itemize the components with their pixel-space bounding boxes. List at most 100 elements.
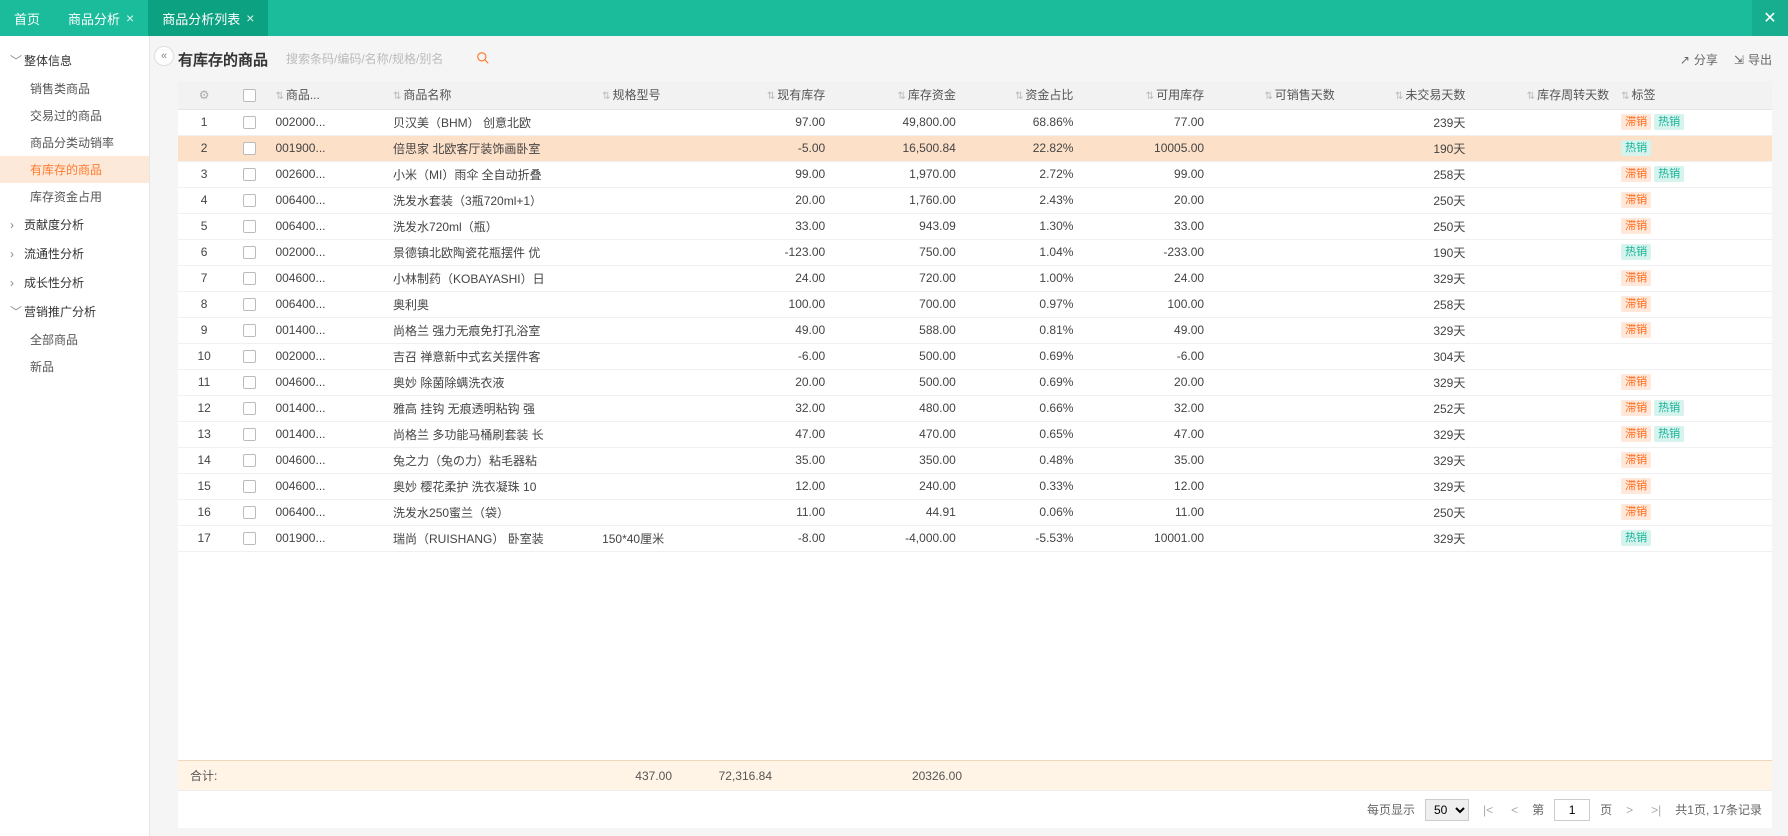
tab-2[interactable]: 商品分析列表× xyxy=(148,0,268,36)
cell xyxy=(1471,291,1615,317)
share-button[interactable]: ↗ 分享 xyxy=(1680,51,1718,68)
first-page-button[interactable]: |< xyxy=(1479,803,1497,817)
table-row[interactable]: 3002600...小米（MI）雨伞 全自动折叠99.001,970.002.7… xyxy=(178,161,1772,187)
collapse-sidebar-button[interactable]: « xyxy=(154,46,174,66)
table-row[interactable]: 11004600...奥妙 除菌除螨洗衣液20.00500.000.69%20.… xyxy=(178,369,1772,395)
cell: 47.00 xyxy=(714,421,832,447)
tab-1[interactable]: 商品分析 × xyxy=(54,0,148,36)
row-checkbox[interactable] xyxy=(243,506,256,519)
row-checkbox[interactable] xyxy=(243,402,256,415)
table-row[interactable]: 10002000...吉召 禅意新中式玄关摆件客-6.00500.000.69%… xyxy=(178,343,1772,369)
row-checkbox[interactable] xyxy=(243,142,256,155)
row-checkbox[interactable] xyxy=(243,168,256,181)
per-page-select[interactable]: 50 xyxy=(1425,799,1469,821)
sidebar-item-4-1[interactable]: 新品 xyxy=(0,353,149,380)
cell xyxy=(230,473,269,499)
search-icon[interactable] xyxy=(476,51,490,68)
sort-icon: ⇅ xyxy=(1621,91,1629,102)
table-row[interactable]: 17001900...瑞尚（RUISHANG） 卧室装150*40厘米-8.00… xyxy=(178,525,1772,551)
table-row[interactable]: 6002000...景德镇北欧陶瓷花瓶摆件 优-123.00750.001.04… xyxy=(178,239,1772,265)
table-row[interactable]: 16006400...洗发水250蜜兰（袋）11.0044.910.06%11.… xyxy=(178,499,1772,525)
cell: 700.00 xyxy=(831,291,962,317)
cell: -233.00 xyxy=(1079,239,1210,265)
row-checkbox[interactable] xyxy=(243,350,256,363)
table-row[interactable]: 5006400...洗发水720ml（瓶）33.00943.091.30%33.… xyxy=(178,213,1772,239)
table-row[interactable]: 7004600...小林制药（KOBAYASHI）日24.00720.001.0… xyxy=(178,265,1772,291)
cell xyxy=(596,265,714,291)
row-checkbox[interactable] xyxy=(243,532,256,545)
cell: -123.00 xyxy=(714,239,832,265)
row-checkbox[interactable] xyxy=(243,376,256,389)
column-header-1[interactable] xyxy=(230,81,269,109)
cell: 20.00 xyxy=(1079,187,1210,213)
row-checkbox[interactable] xyxy=(243,454,256,467)
row-checkbox[interactable] xyxy=(243,480,256,493)
row-checkbox[interactable] xyxy=(243,220,256,233)
close-icon[interactable]: × xyxy=(126,10,134,26)
cell: 1.30% xyxy=(962,213,1080,239)
sidebar-item-0-3[interactable]: 有库存的商品 xyxy=(0,156,149,183)
select-all-checkbox[interactable] xyxy=(243,89,256,102)
sidebar-item-4-0[interactable]: 全部商品 xyxy=(0,326,149,353)
sidebar-group-2[interactable]: ›流通性分析 xyxy=(0,239,149,268)
gear-icon[interactable]: ⚙ xyxy=(199,88,210,102)
search-input[interactable] xyxy=(284,48,464,71)
column-header-3[interactable]: ⇅商品名称 xyxy=(387,81,596,109)
column-header-10[interactable]: ⇅未交易天数 xyxy=(1341,81,1472,109)
table-row[interactable]: 9001400...尚格兰 强力无痕免打孔浴室49.00588.000.81%4… xyxy=(178,317,1772,343)
table-row[interactable]: 14004600...兔之力（兔の力）粘毛器粘35.00350.000.48%3… xyxy=(178,447,1772,473)
page-input[interactable] xyxy=(1554,799,1590,821)
sidebar-group-4[interactable]: ﹀营销推广分析 xyxy=(0,297,149,326)
sidebar-group-0[interactable]: ﹀整体信息 xyxy=(0,46,149,75)
column-header-12[interactable]: ⇅标签 xyxy=(1615,81,1772,109)
tab-0[interactable]: 首页 xyxy=(0,0,54,36)
column-header-5[interactable]: ⇅现有库存 xyxy=(714,81,832,109)
column-header-8[interactable]: ⇅可用库存 xyxy=(1079,81,1210,109)
cell xyxy=(1210,473,1341,499)
sidebar-item-0-1[interactable]: 交易过的商品 xyxy=(0,102,149,129)
row-checkbox[interactable] xyxy=(243,298,256,311)
export-button[interactable]: ⇲ 导出 xyxy=(1734,51,1772,68)
close-all-tabs-button[interactable]: ✕ xyxy=(1752,0,1788,36)
cell xyxy=(1210,135,1341,161)
row-checkbox[interactable] xyxy=(243,116,256,129)
column-header-9[interactable]: ⇅可销售天数 xyxy=(1210,81,1341,109)
next-page-button[interactable]: > xyxy=(1622,803,1637,817)
table-row[interactable]: 12001400...雅高 挂钩 无痕透明粘钩 强32.00480.000.66… xyxy=(178,395,1772,421)
column-header-6[interactable]: ⇅库存资金 xyxy=(831,81,962,109)
column-header-4[interactable]: ⇅规格型号 xyxy=(596,81,714,109)
tab-label: 商品分析 xyxy=(68,9,120,28)
column-header-0[interactable]: ⚙ xyxy=(178,81,230,109)
cell: 49.00 xyxy=(714,317,832,343)
column-header-7[interactable]: ⇅资金占比 xyxy=(962,81,1080,109)
cell: 002000... xyxy=(269,109,387,135)
cell xyxy=(230,109,269,135)
sidebar-item-0-4[interactable]: 库存资金占用 xyxy=(0,183,149,210)
column-header-11[interactable]: ⇅库存周转天数 xyxy=(1471,81,1615,109)
tag: 滞销 xyxy=(1621,296,1651,312)
row-checkbox[interactable] xyxy=(243,272,256,285)
sidebar-group-1[interactable]: ›贡献度分析 xyxy=(0,210,149,239)
row-checkbox[interactable] xyxy=(243,246,256,259)
last-page-button[interactable]: >| xyxy=(1647,803,1665,817)
table-row[interactable]: 1002000...贝汉美（BHM） 创意北欧97.0049,800.0068.… xyxy=(178,109,1772,135)
sidebar-item-0-2[interactable]: 商品分类动销率 xyxy=(0,129,149,156)
share-label: 分享 xyxy=(1694,51,1718,68)
row-checkbox[interactable] xyxy=(243,428,256,441)
table-row[interactable]: 15004600...奥妙 樱花柔护 洗衣凝珠 1012.00240.000.3… xyxy=(178,473,1772,499)
cell: 洗发水720ml（瓶） xyxy=(387,213,596,239)
cell xyxy=(1210,291,1341,317)
sidebar-group-3[interactable]: ›成长性分析 xyxy=(0,268,149,297)
row-checkbox[interactable] xyxy=(243,194,256,207)
table-row[interactable]: 13001400...尚格兰 多功能马桶刷套装 长47.00470.000.65… xyxy=(178,421,1772,447)
cell: 329天 xyxy=(1341,473,1472,499)
prev-page-button[interactable]: < xyxy=(1507,803,1522,817)
cell: 11.00 xyxy=(1079,499,1210,525)
row-checkbox[interactable] xyxy=(243,324,256,337)
column-header-2[interactable]: ⇅商品... xyxy=(269,81,387,109)
close-icon[interactable]: × xyxy=(246,10,254,26)
table-row[interactable]: 4006400...洗发水套装（3瓶720ml+1）20.001,760.002… xyxy=(178,187,1772,213)
table-row[interactable]: 2001900...倍思家 北欧客厅装饰画卧室-5.0016,500.8422.… xyxy=(178,135,1772,161)
sidebar-item-0-0[interactable]: 销售类商品 xyxy=(0,75,149,102)
table-row[interactable]: 8006400...奥利奥100.00700.000.97%100.00258天… xyxy=(178,291,1772,317)
